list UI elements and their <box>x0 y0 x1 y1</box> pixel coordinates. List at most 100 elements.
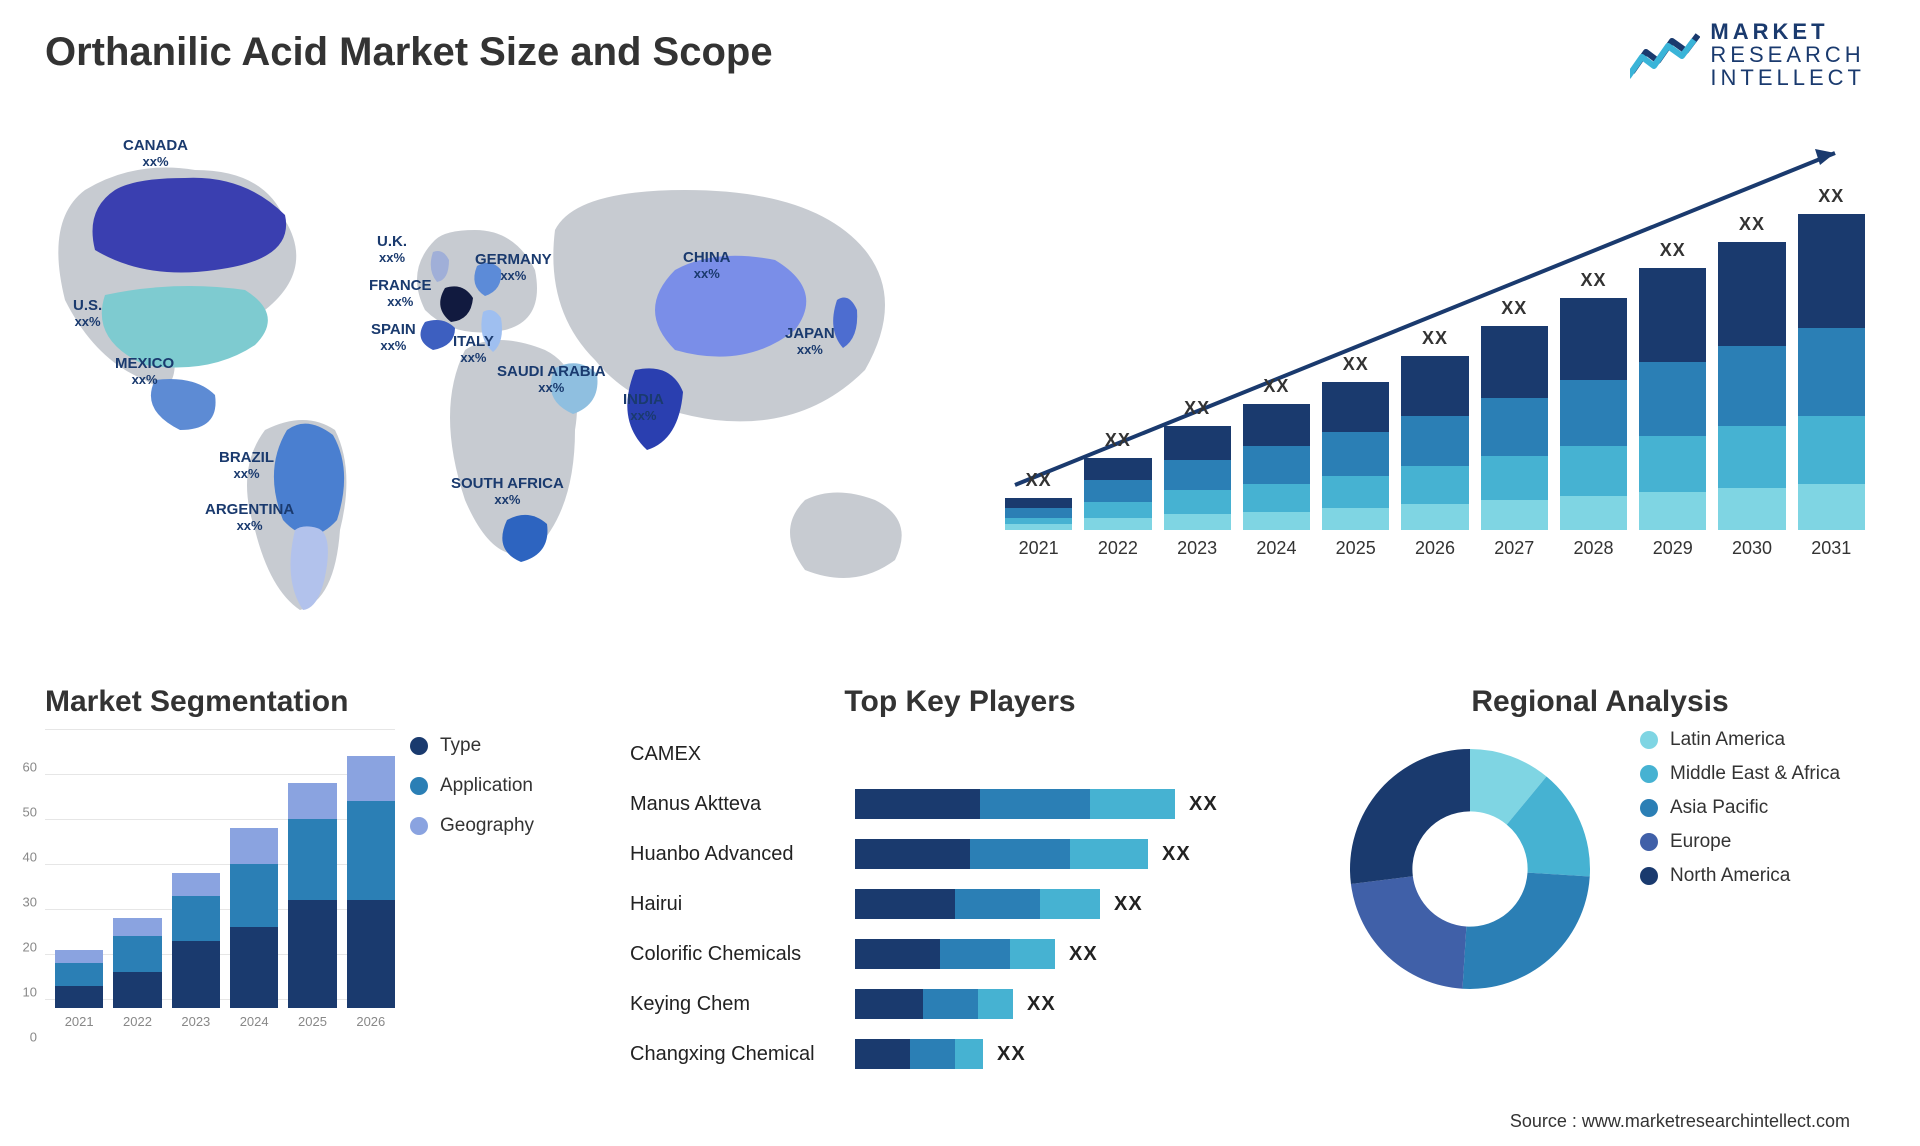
data-label: XX <box>1005 470 1072 491</box>
legend-dot-icon <box>1640 731 1658 749</box>
world-map: CANADAxx%U.S.xx%MEXICOxx%BRAZILxx%ARGENT… <box>35 130 955 630</box>
seg-bar-segment <box>230 864 278 927</box>
player-bar-segment <box>955 889 1040 919</box>
legend-dot-icon <box>1640 799 1658 817</box>
segmentation-legend: Type Application Geography <box>410 735 534 855</box>
seg-bar-segment <box>230 927 278 1008</box>
seg-bar <box>172 873 220 1008</box>
donut-slice <box>1351 876 1466 989</box>
bar-segment <box>1164 426 1231 460</box>
bar-segment <box>1718 426 1785 488</box>
logo-icon <box>1630 27 1700 82</box>
seg-bar <box>230 828 278 1008</box>
players-section: Top Key Players CAMEXManus AkttevaXXHuan… <box>630 685 1290 1079</box>
legend-item: Geography <box>410 815 534 837</box>
source-citation: Source : www.marketresearchintellect.com <box>1510 1111 1850 1132</box>
player-name: Hairui <box>630 893 855 916</box>
player-row: Hairui XX <box>630 879 1290 929</box>
seg-bar <box>347 756 395 1008</box>
bar-segment <box>1084 458 1151 480</box>
bar-segment <box>1798 328 1865 416</box>
bar-segment <box>1164 460 1231 490</box>
player-row: Huanbo AdvancedXX <box>630 829 1290 879</box>
player-bar <box>855 839 1148 869</box>
bar-segment <box>1322 476 1389 508</box>
main-bar: XX <box>1322 382 1389 530</box>
bar-segment <box>1718 488 1785 530</box>
player-name: Keying Chem <box>630 993 855 1016</box>
legend-label: Geography <box>440 815 534 837</box>
bar-segment <box>1243 404 1310 446</box>
regional-section: Regional Analysis Latin America Middle Ea… <box>1330 685 1870 1009</box>
segmentation-chart: 0102030405060202120222023202420252026 <box>45 729 395 1029</box>
regional-title: Regional Analysis <box>1330 685 1870 719</box>
player-bar-segment <box>980 789 1090 819</box>
legend-dot-icon <box>410 817 428 835</box>
x-axis-label: 2029 <box>1639 538 1706 559</box>
player-name: Colorific Chemicals <box>630 943 855 966</box>
main-bar: XX <box>1243 404 1310 530</box>
legend-item: Type <box>410 735 534 757</box>
seg-bar-segment <box>230 828 278 864</box>
seg-bar-segment <box>172 873 220 896</box>
player-bar <box>855 789 1175 819</box>
seg-bar-segment <box>347 801 395 900</box>
bar-segment <box>1639 268 1706 362</box>
player-bar-segment <box>855 1039 910 1069</box>
y-tick: 60 <box>23 760 37 775</box>
x-axis-label: 2024 <box>230 1014 278 1029</box>
data-label: XX <box>1084 430 1151 451</box>
main-bar: XX <box>1798 214 1865 530</box>
legend-item: Application <box>410 775 534 797</box>
data-label: XX <box>1243 376 1310 397</box>
player-value-label: XX <box>1189 793 1218 816</box>
main-bar: XX <box>1718 242 1785 530</box>
logo-line-2: RESEARCH <box>1710 43 1865 66</box>
seg-bar-segment <box>55 963 103 986</box>
legend-item: Asia Pacific <box>1640 797 1840 819</box>
bar-segment <box>1401 356 1468 416</box>
legend-item: North America <box>1640 865 1840 887</box>
data-label: XX <box>1481 298 1548 319</box>
bar-segment <box>1798 416 1865 484</box>
player-bar-segment <box>970 839 1070 869</box>
legend-label: Type <box>440 735 481 757</box>
bar-segment <box>1164 490 1231 514</box>
x-axis-label: 2026 <box>1401 538 1468 559</box>
bar-segment <box>1401 466 1468 504</box>
data-label: XX <box>1164 398 1231 419</box>
player-row: Colorific Chemicals XX <box>630 929 1290 979</box>
bar-segment <box>1481 326 1548 398</box>
segmentation-title: Market Segmentation <box>45 685 555 719</box>
seg-bar-segment <box>347 756 395 801</box>
x-axis-label: 2022 <box>113 1014 161 1029</box>
bar-segment <box>1560 496 1627 530</box>
logo-line-1: MARKET <box>1710 20 1865 43</box>
player-bar-segment <box>978 989 1013 1019</box>
player-value-label: XX <box>997 1043 1026 1066</box>
x-axis-label: 2021 <box>1005 538 1072 559</box>
legend-dot-icon <box>410 737 428 755</box>
segmentation-section: Market Segmentation 01020304050602021202… <box>45 685 555 1029</box>
legend-dot-icon <box>410 777 428 795</box>
seg-bar-segment <box>288 900 336 1008</box>
player-value-label: XX <box>1069 943 1098 966</box>
player-row: Changxing Chemical XX <box>630 1029 1290 1079</box>
players-chart: CAMEXManus AkttevaXXHuanbo AdvancedXXHai… <box>630 729 1290 1079</box>
legend-label: Middle East & Africa <box>1670 763 1840 785</box>
bar-segment <box>1560 380 1627 446</box>
bar-segment <box>1718 242 1785 346</box>
bar-segment <box>1322 508 1389 530</box>
main-bar: XX <box>1401 356 1468 530</box>
player-value-label: XX <box>1162 843 1191 866</box>
donut-slice <box>1462 873 1589 989</box>
legend-label: Latin America <box>1670 729 1785 751</box>
player-value-label: XX <box>1114 893 1143 916</box>
data-label: XX <box>1560 270 1627 291</box>
player-bar-segment <box>1040 889 1100 919</box>
player-bar-segment <box>855 839 970 869</box>
player-name: Changxing Chemical <box>630 1043 855 1066</box>
y-tick: 30 <box>23 895 37 910</box>
bar-segment <box>1243 446 1310 484</box>
legend-item: Middle East & Africa <box>1640 763 1840 785</box>
